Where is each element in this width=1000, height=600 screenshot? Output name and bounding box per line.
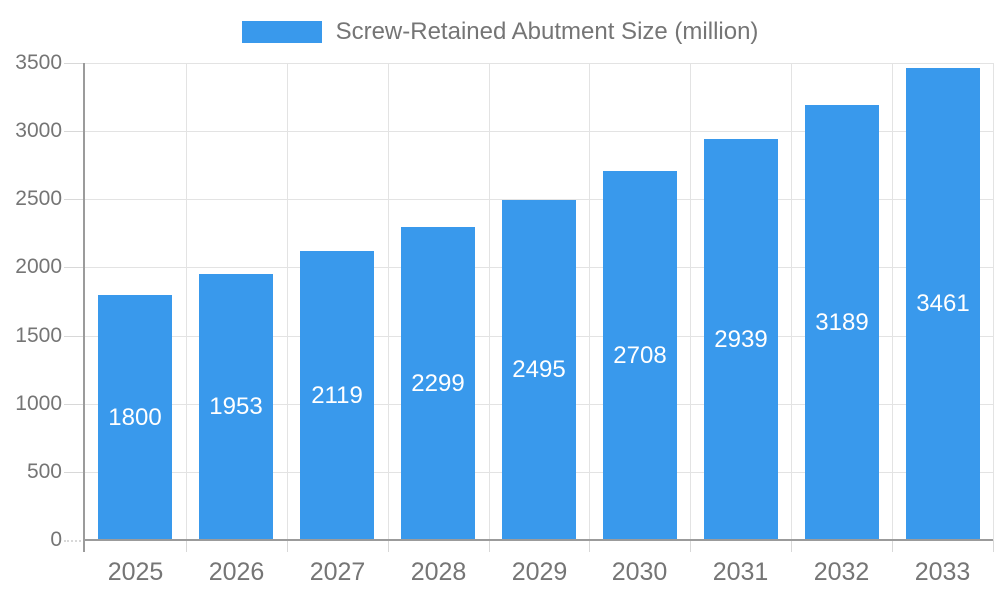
h-gridline-3500 <box>85 63 993 64</box>
legend-label: Screw-Retained Abutment Size (million) <box>335 18 759 45</box>
x-axis-label-2033: 2033 <box>914 558 971 586</box>
bar-value-label: 2119 <box>311 381 363 409</box>
y-axis-label-1500: 1500 <box>15 324 62 347</box>
y-tick-2000 <box>64 267 85 268</box>
x-tick-7 <box>791 540 792 552</box>
bar-2028[interactable]: 2299 <box>401 227 475 540</box>
y-axis-line <box>83 63 85 552</box>
bar-2026[interactable]: 1953 <box>199 274 273 540</box>
x-axis-label-2032: 2032 <box>813 558 870 586</box>
bar-2025[interactable]: 1800 <box>98 295 172 540</box>
y-tick-3500 <box>64 63 85 64</box>
v-gridline-6 <box>690 63 691 540</box>
x-axis-label-2029: 2029 <box>511 558 568 586</box>
bar-2027[interactable]: 2119 <box>300 251 374 540</box>
y-tick-500 <box>64 472 85 473</box>
y-axis-label-2500: 2500 <box>15 187 62 210</box>
y-axis-label-0: 0 <box>50 528 62 551</box>
v-gridline-8 <box>892 63 893 540</box>
x-tick-4 <box>489 540 490 552</box>
v-gridline-5 <box>589 63 590 540</box>
legend: Screw-Retained Abutment Size (million) <box>0 18 1000 45</box>
bar-2033[interactable]: 3461 <box>906 68 980 540</box>
bar-2032[interactable]: 3189 <box>805 105 879 540</box>
y-axis-label-2000: 2000 <box>15 255 62 278</box>
y-axis-label-1000: 1000 <box>15 392 62 415</box>
v-gridline-9 <box>993 63 994 540</box>
x-tick-6 <box>690 540 691 552</box>
bar-value-label: 2495 <box>512 356 566 383</box>
x-tick-5 <box>589 540 590 552</box>
legend-swatch-icon <box>241 21 322 43</box>
v-gridline-7 <box>791 63 792 540</box>
h-gridline-2500 <box>85 199 993 200</box>
x-tick-8 <box>892 540 893 552</box>
h-gridline-3000 <box>85 131 993 132</box>
y-axis-label-3000: 3000 <box>15 119 62 142</box>
y-axis-label-500: 500 <box>26 460 62 483</box>
bar-value-label: 2939 <box>714 325 768 353</box>
y-axis-label-3500: 3500 <box>15 51 62 74</box>
x-axis-label-2025: 2025 <box>107 558 164 586</box>
x-tick-9 <box>993 540 994 552</box>
bar-value-label: 1953 <box>209 393 263 420</box>
x-tick-1 <box>186 540 187 552</box>
bar-value-label: 3461 <box>916 290 970 317</box>
y-tick-1500 <box>64 336 85 337</box>
v-gridline-4 <box>489 63 490 540</box>
bar-value-label: 2708 <box>613 341 667 369</box>
bar-2030[interactable]: 2708 <box>603 171 677 540</box>
bar-value-label: 2299 <box>411 369 465 397</box>
x-axis-label-2028: 2028 <box>410 558 467 586</box>
x-axis-line <box>83 539 993 541</box>
bar-value-label: 3189 <box>815 308 869 336</box>
bar-value-label: 1800 <box>108 403 162 431</box>
y-tick-2500 <box>64 199 85 200</box>
bar-2029[interactable]: 2495 <box>502 200 576 540</box>
v-gridline-1 <box>186 63 187 540</box>
v-gridline-2 <box>287 63 288 540</box>
x-axis-label-2031: 2031 <box>712 558 769 586</box>
legend-item[interactable]: Screw-Retained Abutment Size (million) <box>241 18 759 45</box>
x-tick-3 <box>388 540 389 552</box>
y-tick-1000 <box>64 404 85 405</box>
x-axis-label-2027: 2027 <box>309 558 366 586</box>
x-tick-2 <box>287 540 288 552</box>
bar-2031[interactable]: 2939 <box>704 139 778 540</box>
x-axis-label-2026: 2026 <box>208 558 265 586</box>
y-tick-0 <box>64 540 85 542</box>
y-tick-3000 <box>64 131 85 132</box>
x-axis-label-2030: 2030 <box>611 558 668 586</box>
v-gridline-3 <box>388 63 389 540</box>
